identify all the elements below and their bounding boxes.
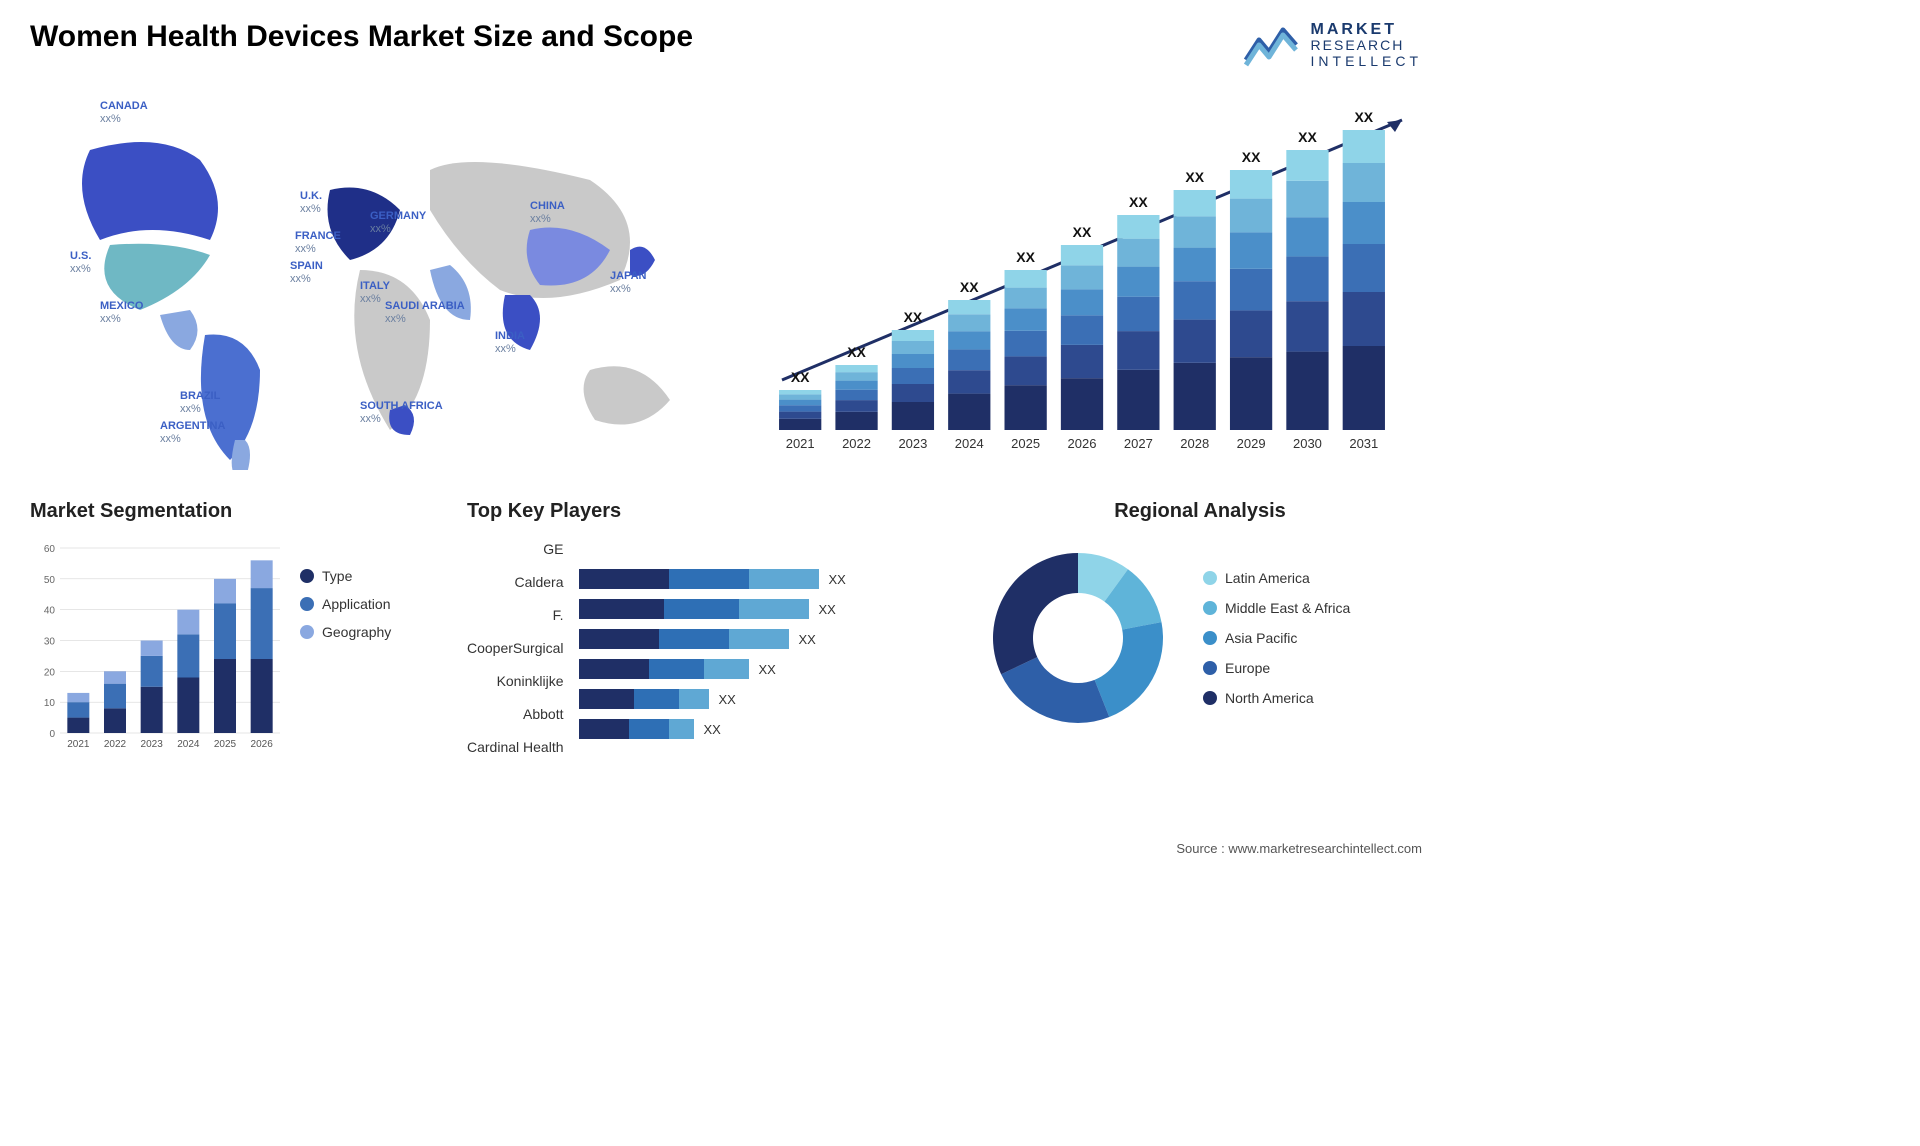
svg-text:2024: 2024: [955, 436, 984, 451]
svg-text:2027: 2027: [1124, 436, 1153, 451]
player-label: F.: [553, 604, 564, 626]
segmentation-chart: 0 10 20 30 40 50 60 2021 2022 2023 2024 2025 2026: [30, 538, 280, 758]
player-label: GE: [543, 538, 563, 560]
svg-text:60: 60: [44, 544, 56, 555]
player-label: Cardinal Health: [467, 736, 564, 758]
regional-title: Regional Analysis: [978, 500, 1422, 523]
brand-logo: MARKET RESEARCH INTELLECT: [1241, 20, 1422, 70]
svg-text:2029: 2029: [1237, 436, 1266, 451]
player-bar-row: XX: [579, 628, 846, 650]
map-label-china: CHINAxx%: [530, 200, 565, 226]
svg-text:2026: 2026: [1068, 436, 1097, 451]
player-bar-row: XX: [579, 658, 846, 680]
svg-text:2026: 2026: [251, 739, 274, 750]
players-chart: GE Caldera F. CooperSurgical Koninklijke Abbo…: [467, 538, 948, 758]
page-title: Women Health Devices Market Size and Sco…: [30, 20, 693, 54]
svg-text:XX: XX: [1298, 129, 1317, 145]
map-label-germany: GERMANYxx%: [370, 210, 426, 236]
map-label-brazil: BRAZILxx%: [180, 390, 220, 416]
map-label-spain: SPAINxx%: [290, 260, 323, 286]
svg-text:XX: XX: [847, 344, 866, 360]
svg-text:2023: 2023: [898, 436, 927, 451]
seg-legend-item: Application: [300, 596, 391, 612]
world-map-panel: CANADAxx% U.S.xx% MEXICOxx% BRAZILxx% ARGENT…: [30, 90, 702, 470]
svg-text:XX: XX: [791, 369, 810, 385]
svg-text:2022: 2022: [842, 436, 871, 451]
regional-donut: Latin America Middle East & Africa Asia Pa…: [978, 538, 1422, 738]
logo-text-3: INTELLECT: [1311, 54, 1422, 69]
region-legend-item: Latin America: [1203, 570, 1350, 586]
svg-text:2030: 2030: [1293, 436, 1322, 451]
svg-text:XX: XX: [1242, 149, 1261, 165]
player-label: CooperSurgical: [467, 637, 564, 659]
map-label-us: U.S.xx%: [70, 250, 91, 276]
player-bar-row: XX: [579, 568, 846, 590]
players-title: Top Key Players: [467, 500, 948, 523]
svg-text:2031: 2031: [1349, 436, 1378, 451]
svg-text:2021: 2021: [67, 739, 90, 750]
player-label: Koninklijke: [497, 670, 564, 692]
svg-text:XX: XX: [960, 279, 979, 295]
svg-text:XX: XX: [1016, 249, 1035, 265]
logo-text-1: MARKET: [1311, 21, 1422, 39]
map-label-canada: CANADAxx%: [100, 100, 148, 126]
svg-text:40: 40: [44, 606, 56, 617]
segmentation-legend: Type Application Geography: [300, 538, 391, 768]
svg-text:2028: 2028: [1180, 436, 1209, 451]
svg-text:30: 30: [44, 637, 56, 648]
map-label-southafrica: SOUTH AFRICAxx%: [360, 400, 443, 426]
region-legend-item: Asia Pacific: [1203, 630, 1350, 646]
forecast-bar-chart: XX 2021 XX 2022 XX 2023 XX 2024 XX 2025 XX 2026 XX 20…: [742, 90, 1422, 470]
map-label-india: INDIAxx%: [495, 330, 525, 356]
map-label-mexico: MEXICOxx%: [100, 300, 143, 326]
seg-legend-item: Type: [300, 568, 391, 584]
map-label-uk: U.K.xx%: [300, 190, 322, 216]
svg-text:20: 20: [44, 667, 56, 678]
region-legend-item: Europe: [1203, 660, 1350, 676]
logo-icon: [1241, 20, 1301, 70]
player-bar-row: XX: [579, 598, 846, 620]
svg-text:2024: 2024: [177, 739, 200, 750]
svg-text:2021: 2021: [786, 436, 815, 451]
map-label-saudiarabia: SAUDI ARABIAxx%: [385, 300, 465, 326]
player-label: Abbott: [523, 703, 563, 725]
svg-text:0: 0: [49, 729, 55, 740]
logo-text-2: RESEARCH: [1311, 38, 1422, 53]
svg-text:XX: XX: [1354, 109, 1373, 125]
svg-text:10: 10: [44, 698, 56, 709]
svg-text:XX: XX: [1129, 194, 1148, 210]
svg-text:2025: 2025: [214, 739, 237, 750]
player-label: Caldera: [514, 571, 563, 593]
svg-text:2022: 2022: [104, 739, 127, 750]
region-legend-item: Middle East & Africa: [1203, 600, 1350, 616]
svg-text:XX: XX: [904, 309, 923, 325]
player-bar-row: XX: [579, 718, 846, 740]
seg-legend-item: Geography: [300, 624, 391, 640]
svg-text:2023: 2023: [141, 739, 164, 750]
svg-text:50: 50: [44, 575, 56, 586]
source-text: Source : www.marketresearchintellect.com: [1176, 841, 1422, 856]
region-legend-item: North America: [1203, 690, 1350, 706]
map-label-argentina: ARGENTINAxx%: [160, 420, 225, 446]
player-bar-row: XX: [579, 688, 846, 710]
map-label-france: FRANCExx%: [295, 230, 341, 256]
map-label-japan: JAPANxx%: [610, 270, 646, 296]
svg-text:2025: 2025: [1011, 436, 1040, 451]
svg-text:XX: XX: [1073, 224, 1092, 240]
segmentation-title: Market Segmentation: [30, 500, 437, 523]
svg-text:XX: XX: [1185, 169, 1204, 185]
